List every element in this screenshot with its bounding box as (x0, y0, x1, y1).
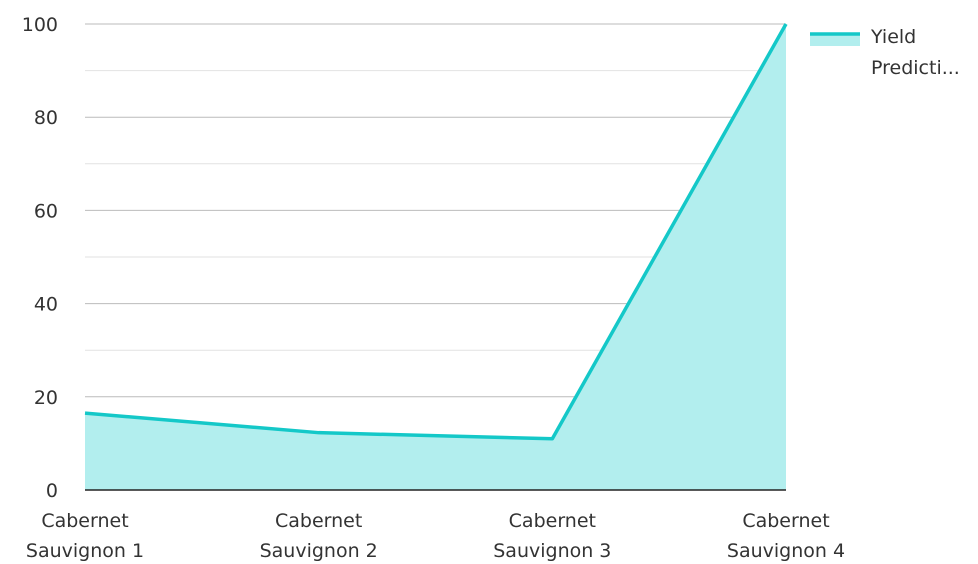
x-category-label: Cabernet (742, 510, 829, 532)
x-category-label: Cabernet (509, 510, 596, 532)
x-category-label: Cabernet (275, 510, 362, 532)
legend[interactable]: Yield Predicti... (810, 26, 960, 79)
x-category-label: Sauvignon 4 (727, 540, 845, 562)
x-category-label: Sauvignon 1 (26, 540, 144, 562)
gridlines (85, 23, 786, 444)
x-category-label: Cabernet (41, 510, 128, 532)
legend-label-line2: Predicti... (871, 57, 960, 79)
y-tick-label: 80 (34, 107, 58, 129)
y-tick-label: 40 (34, 294, 58, 316)
y-tick-label: 100 (22, 14, 58, 36)
x-axis-category-labels: Cabernet Sauvignon 1 Cabernet Sauvignon 2 Ca… (26, 510, 845, 562)
legend-swatch-fill (810, 34, 860, 46)
y-tick-label: 20 (34, 387, 58, 409)
series-area-fill (85, 24, 786, 490)
y-tick-label: 0 (46, 480, 58, 502)
legend-label-line1: Yield (870, 26, 916, 48)
series-line (84, 23, 788, 441)
y-axis-tick-labels: 0 20 40 60 80 100 (22, 14, 58, 502)
x-category-label: Sauvignon 2 (260, 540, 378, 562)
y-tick-label: 60 (34, 200, 58, 222)
x-category-label: Sauvignon 3 (493, 540, 611, 562)
